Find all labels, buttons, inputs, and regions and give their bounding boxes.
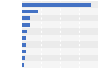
Bar <box>22 35 98 41</box>
Bar <box>22 15 98 21</box>
Bar <box>22 63 24 67</box>
Bar <box>22 8 98 15</box>
Bar <box>22 30 27 33</box>
Bar <box>22 3 91 7</box>
Bar <box>22 28 98 35</box>
Bar <box>22 16 30 20</box>
Bar <box>22 61 98 68</box>
Bar <box>22 48 98 55</box>
Bar <box>22 10 38 13</box>
Bar <box>22 21 98 28</box>
Bar <box>22 56 25 60</box>
Bar <box>22 55 98 61</box>
Bar <box>22 1 98 8</box>
Bar <box>22 50 26 53</box>
Bar <box>22 43 26 47</box>
Bar <box>22 36 26 40</box>
Bar <box>22 23 30 27</box>
Bar <box>22 41 98 48</box>
